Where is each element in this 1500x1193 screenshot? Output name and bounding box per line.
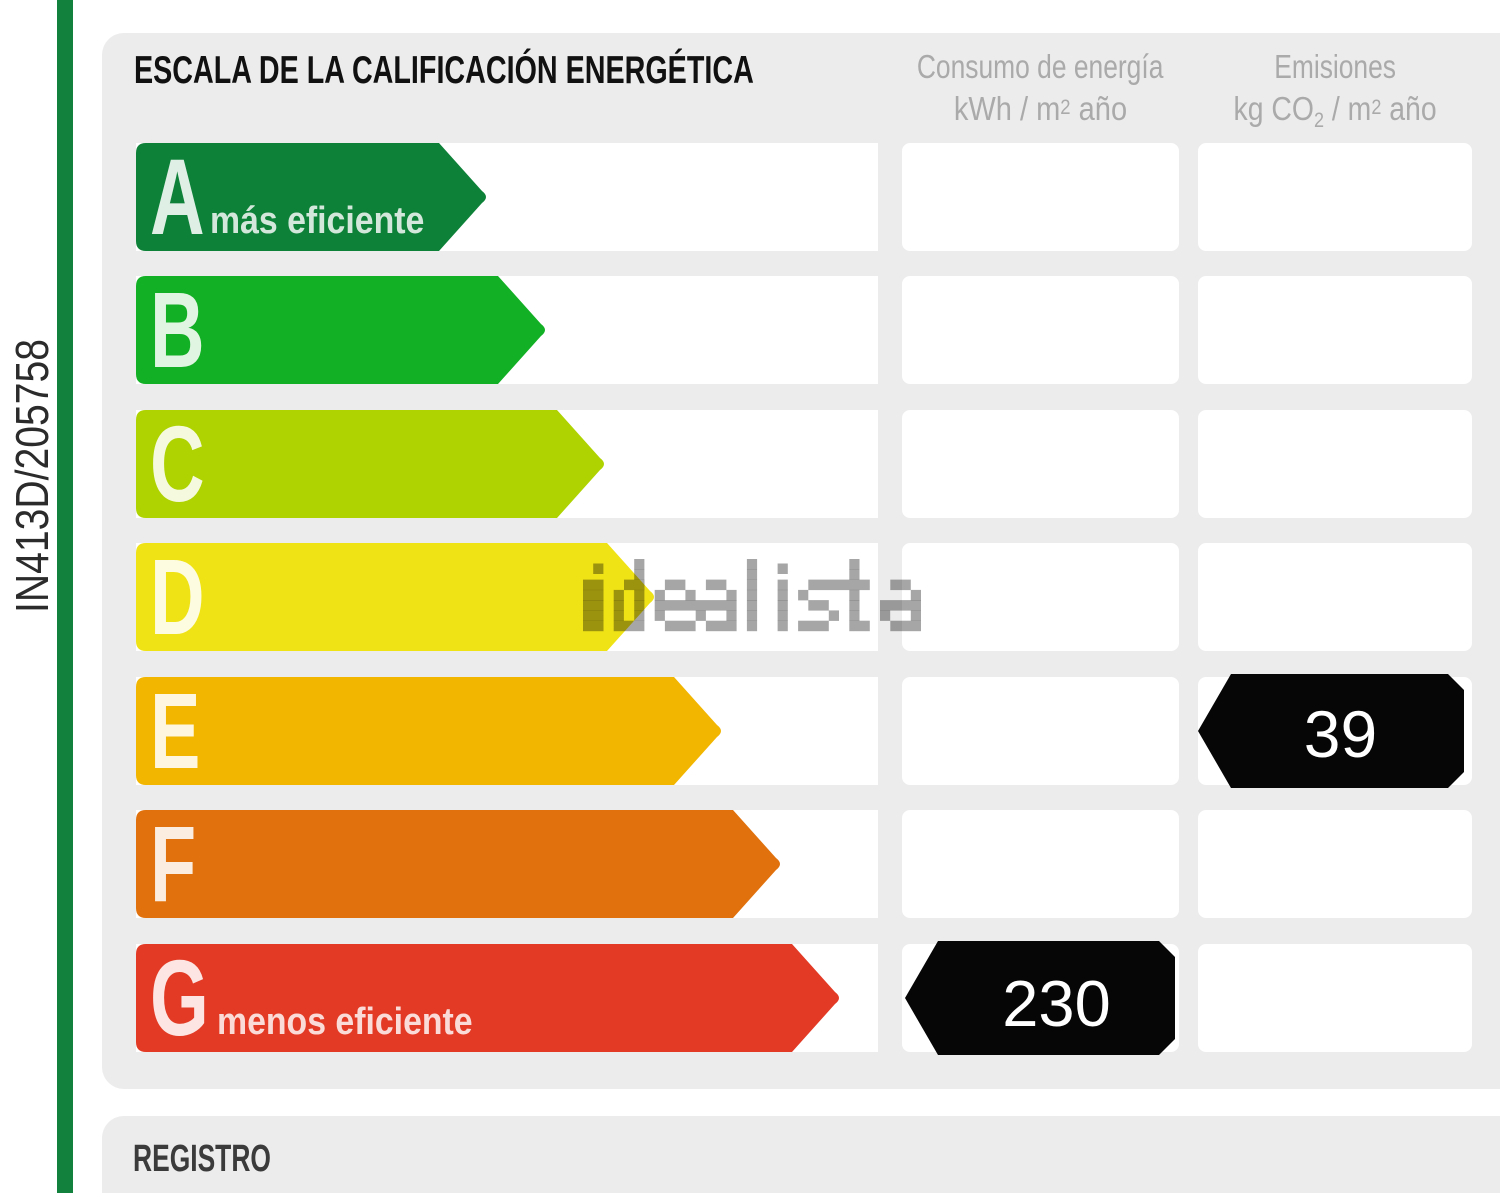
svg-text:230: 230 — [1002, 967, 1110, 1040]
svg-text:39: 39 — [1304, 697, 1377, 771]
